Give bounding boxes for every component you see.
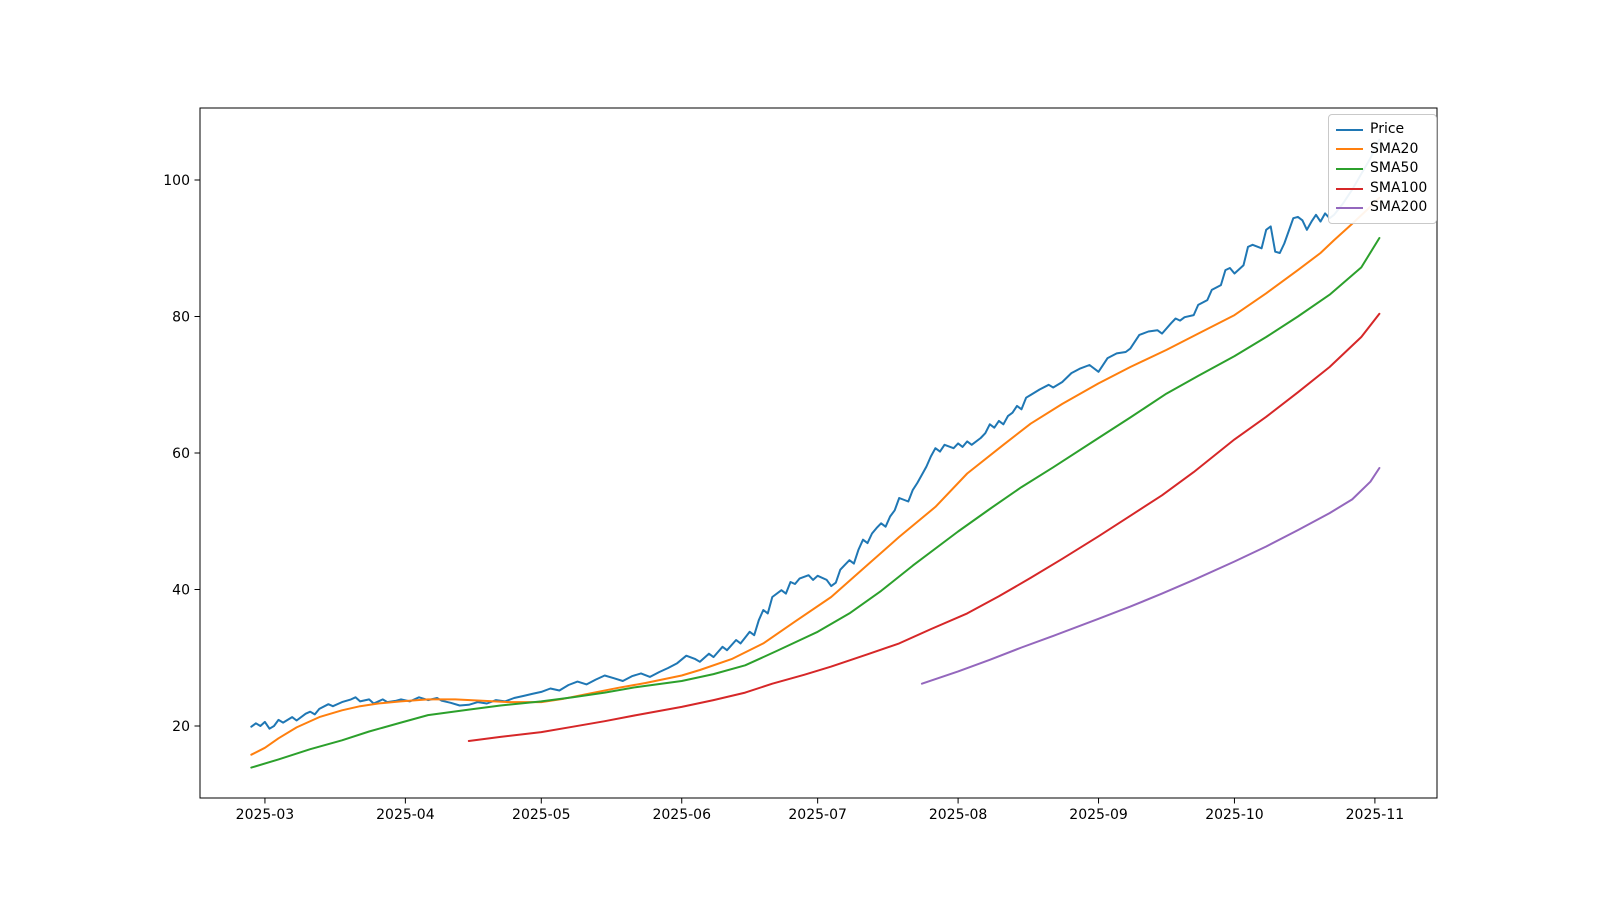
series-line-sma100	[467, 312, 1381, 742]
legend-line-sample	[1336, 187, 1363, 190]
legend-label: SMA100	[1370, 179, 1428, 196]
legend-label: SMA20	[1370, 140, 1419, 157]
legend-label: SMA200	[1370, 199, 1428, 216]
x-tick-label: 2025-04	[376, 807, 435, 823]
legend-line-sample	[1336, 148, 1363, 151]
legend: Price SMA20 SMA50 SMA100 SMA200	[1328, 114, 1438, 224]
y-tick-label: 100	[163, 173, 190, 189]
legend-label: Price	[1370, 121, 1405, 137]
y-tick-label: 40	[172, 582, 190, 598]
legend-entry-sma200: SMA200	[1336, 198, 1427, 218]
x-tick-label: 2025-03	[236, 807, 295, 823]
x-tick-label: 2025-08	[929, 807, 988, 823]
legend-entry-price: Price	[1336, 120, 1427, 140]
x-tick-label: 2025-09	[1069, 807, 1128, 823]
series-line-sma200	[920, 467, 1381, 685]
legend-line-sample	[1336, 128, 1363, 131]
legend-line-sample	[1336, 167, 1363, 170]
series-line-price	[250, 138, 1381, 730]
legend-entry-sma20: SMA20	[1336, 140, 1427, 160]
axes-spines	[199, 107, 1438, 799]
series-line-sma20	[250, 196, 1381, 756]
legend-label: SMA50	[1370, 160, 1419, 177]
legend-line-sample	[1336, 207, 1363, 210]
y-tick-label: 60	[172, 446, 190, 462]
x-tick-label: 2025-07	[788, 807, 847, 823]
y-tick-label: 80	[172, 310, 190, 326]
legend-entry-sma100: SMA100	[1336, 179, 1427, 199]
y-tick-label: 20	[172, 719, 190, 735]
x-tick-label: 2025-05	[512, 807, 571, 823]
legend-entry-sma50: SMA50	[1336, 159, 1427, 179]
x-tick-label: 2025-11	[1346, 807, 1405, 823]
x-tick-label: 2025-10	[1205, 807, 1264, 823]
series-line-sma50	[250, 237, 1381, 769]
x-tick-label: 2025-06	[652, 807, 711, 823]
